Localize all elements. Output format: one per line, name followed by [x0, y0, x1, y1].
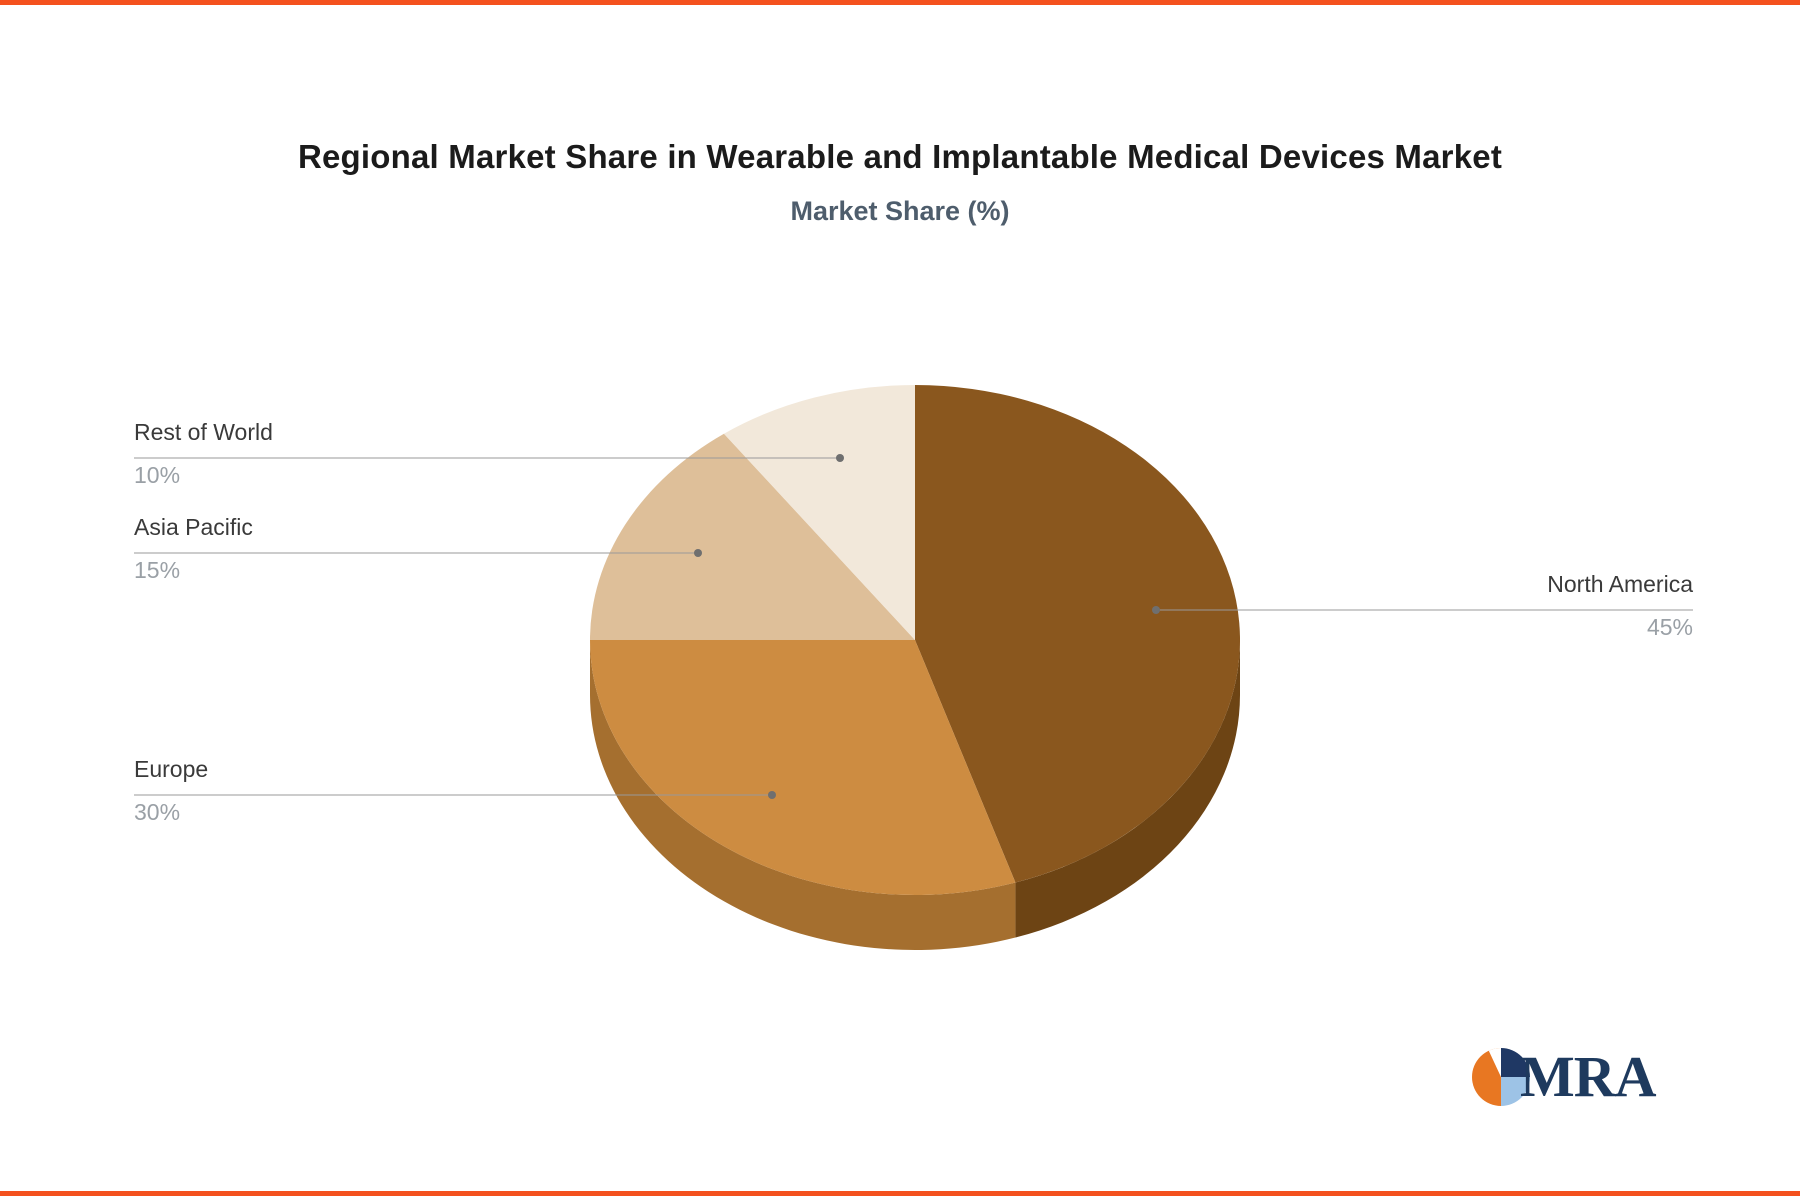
slice-label-name: Rest of World — [134, 419, 273, 445]
slice-label-rest-of-world: Rest of World 10% — [134, 418, 273, 488]
slice-label-percent: 15% — [134, 557, 181, 583]
chart-title: Regional Market Share in Wearable and Im… — [297, 138, 1503, 175]
bottom-accent-strip — [0, 1191, 1800, 1196]
mra-logo: MRA — [1472, 1044, 1657, 1109]
leader-dot-north-america — [1152, 606, 1160, 614]
slice-label-north-america: North America 45% — [1547, 570, 1693, 640]
chart-subtitle: Market Share (%) — [790, 196, 1010, 226]
mra-logo-icon — [1472, 1048, 1530, 1106]
pie-slice-rest-of-world[interactable] — [723, 385, 915, 640]
slice-label-name: North America — [1547, 571, 1693, 597]
slice-label-name: Europe — [134, 756, 209, 782]
pie-slice-asia-pacific[interactable] — [590, 433, 915, 640]
pie-slice-side-north-america — [1015, 640, 1240, 938]
slice-label-europe: Europe 30% — [134, 755, 208, 825]
mra-logo-text: MRA — [1520, 1044, 1657, 1109]
leader-dot-asia-pacific — [694, 549, 702, 557]
leader-dot-europe — [768, 791, 776, 799]
slice-label-percent: 45% — [1646, 614, 1693, 640]
top-accent-strip — [0, 0, 1800, 5]
pie-slice-north-america[interactable] — [915, 385, 1241, 883]
slice-label-name: Asia Pacific — [134, 514, 253, 540]
pie-slice-europe[interactable] — [590, 640, 1016, 896]
slice-label-percent: 10% — [134, 462, 181, 488]
slice-label-percent: 30% — [134, 799, 181, 825]
leader-dot-rest-of-world — [836, 454, 844, 462]
slice-label-asia-pacific: Asia Pacific 15% — [134, 513, 253, 583]
pie-slice-side-europe — [590, 640, 1016, 950]
